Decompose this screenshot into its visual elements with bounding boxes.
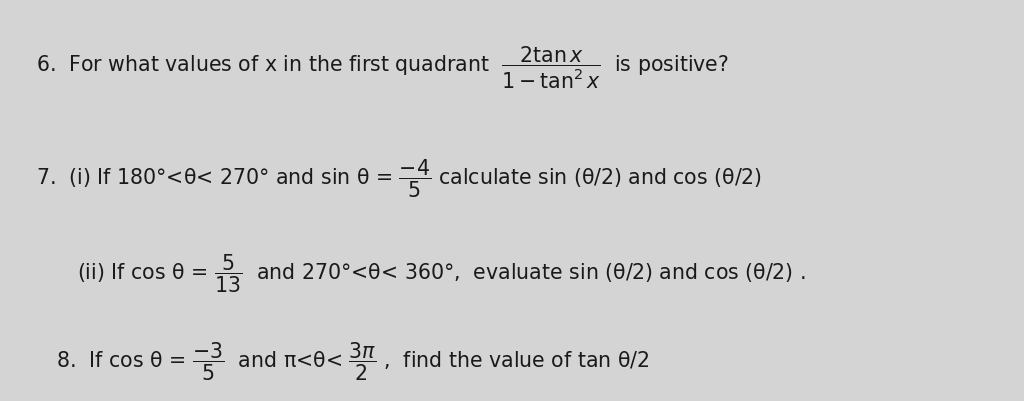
Text: (ii) If cos θ = $\dfrac{5}{13}$  and 270°<θ< 360°,  evaluate sin (θ/2) and cos (: (ii) If cos θ = $\dfrac{5}{13}$ and 270°… — [77, 251, 805, 294]
Text: 7.  (i) If 180°<θ< 270° and sin θ = $\dfrac{-4}{5}$ calculate sin (θ/2) and cos : 7. (i) If 180°<θ< 270° and sin θ = $\dfr… — [36, 157, 762, 200]
Text: 8.  If cos θ = $\dfrac{-3}{5}$  and π<θ< $\dfrac{3\pi}{2}$ ,  find the value of : 8. If cos θ = $\dfrac{-3}{5}$ and π<θ< $… — [56, 340, 649, 382]
Text: 6.  For what values of x in the first quadrant  $\dfrac{2\tan x}{1-\tan^2 x}$  i: 6. For what values of x in the first qua… — [36, 45, 729, 91]
